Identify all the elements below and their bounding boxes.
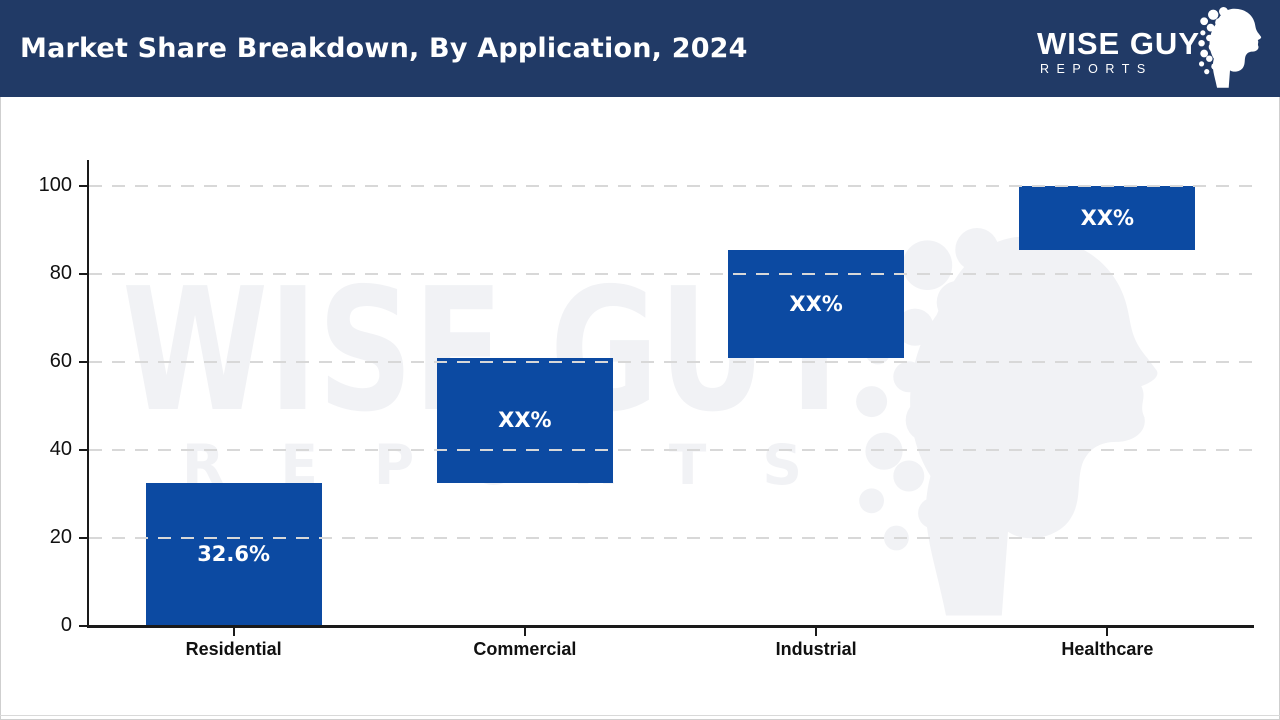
y-tick-100 [79,185,88,187]
x-tick-healthcare [1106,628,1109,636]
panel-bottom-edge [0,715,1280,716]
y-tick-label-20: 20 [49,526,72,548]
x-tick-industrial [815,628,818,636]
bar-healthcare: XX% [1019,186,1196,250]
bar-industrial: XX% [728,249,905,358]
bar-value-label-residential: 32.6% [197,542,271,567]
x-tick-commercial [523,628,526,636]
gridline-y20 [89,537,1253,539]
y-tick-label-100: 100 [38,174,72,196]
x-category-label-industrial: Industrial [775,639,857,659]
gridline-y100 [89,185,1253,187]
gridline-y60 [89,361,1253,363]
brand-logo: WISE GUY REPORTS [1037,7,1268,91]
y-tick-label-80: 80 [49,262,72,284]
x-category-label-healthcare: Healthcare [1061,639,1154,659]
y-tick-label-60: 60 [49,350,72,372]
x-axis-line [87,625,1254,628]
y-tick-0 [79,625,88,627]
bar-value-label-healthcare: XX% [1080,205,1135,230]
y-tick-80 [79,273,88,275]
y-tick-label-40: 40 [49,438,72,460]
logo-wordmark: WISE GUY REPORTS [1037,28,1200,76]
y-axis-line [87,160,89,627]
chart-title: Market Share Breakdown, By Application, … [20,33,748,64]
header-bar: Market Share Breakdown, By Application, … [0,0,1280,97]
gridline-y80 [89,273,1253,275]
y-tick-label-0: 0 [60,614,72,636]
gridline-y40 [89,449,1253,451]
x-tick-residential [232,628,235,636]
x-category-label-commercial: Commercial [473,639,577,659]
y-tick-40 [79,449,88,451]
y-tick-60 [79,361,88,363]
bar-value-label-commercial: XX% [498,408,552,433]
bar-residential: 32.6% [145,482,322,626]
bar-value-label-industrial: XX% [789,291,843,316]
logo-line-wiseguy: WISE GUY [1036,26,1200,62]
logo-line-reports: REPORTS [1039,62,1153,77]
wiseguy-head-icon [1198,7,1262,88]
x-category-label-residential: Residential [185,639,282,659]
y-tick-20 [79,537,88,539]
bar-commercial: XX% [436,357,613,483]
